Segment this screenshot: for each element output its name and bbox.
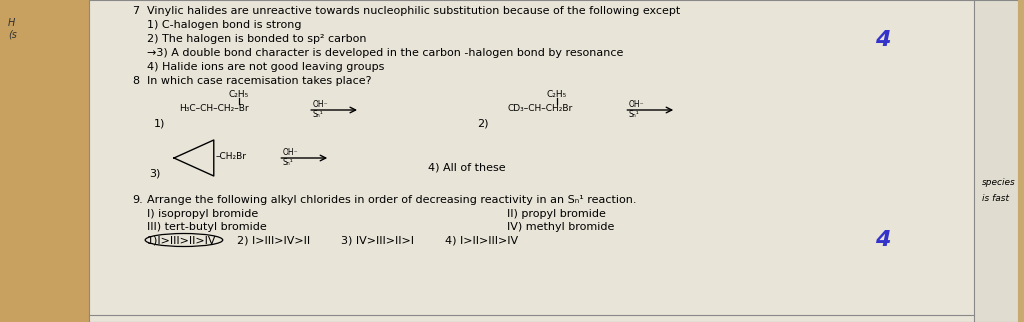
Text: 4) All of these: 4) All of these — [428, 162, 505, 172]
Text: 8: 8 — [132, 76, 139, 86]
Text: II) propyl bromide: II) propyl bromide — [507, 209, 606, 219]
Text: –CH₂Br: –CH₂Br — [216, 152, 247, 161]
Text: H
(s: H (s — [8, 18, 16, 40]
Text: Sₙ¹: Sₙ¹ — [629, 110, 639, 119]
Text: OH⁻: OH⁻ — [629, 100, 644, 109]
Text: 9.: 9. — [132, 195, 143, 205]
Text: 2): 2) — [477, 118, 488, 128]
Text: 3): 3) — [150, 168, 161, 178]
Polygon shape — [0, 0, 134, 322]
Text: 3) IV>III>II>I: 3) IV>III>II>I — [341, 235, 414, 245]
Text: 1) C-halogen bond is strong: 1) C-halogen bond is strong — [147, 20, 302, 30]
Text: Arrange the following alkyl chlorides in order of decreasing reactivity in an Sₙ: Arrange the following alkyl chlorides in… — [147, 195, 637, 205]
Text: I) isopropyl bromide: I) isopropyl bromide — [147, 209, 258, 219]
Text: is fast: is fast — [982, 194, 1010, 203]
Text: 2) I>III>IV>II: 2) I>III>IV>II — [237, 235, 310, 245]
Text: 4) Halide ions are not good leaving groups: 4) Halide ions are not good leaving grou… — [147, 62, 385, 72]
Text: CD₃–CH–CH₂Br: CD₃–CH–CH₂Br — [507, 104, 572, 113]
Text: OH⁻: OH⁻ — [312, 100, 328, 109]
Text: 4: 4 — [874, 30, 891, 50]
Text: →3) A double bond character is developed in the carbon -halogen bond by resonanc: →3) A double bond character is developed… — [147, 48, 624, 58]
Text: 1): 1) — [155, 118, 166, 128]
Text: 4) I>II>III>IV: 4) I>II>III>IV — [445, 235, 518, 245]
Text: Vinylic halides are unreactive towards nucleophilic substitution because of the : Vinylic halides are unreactive towards n… — [147, 6, 680, 16]
Text: Sₙ¹: Sₙ¹ — [283, 158, 293, 167]
Bar — [975, 0, 1018, 322]
Text: 2) The halogen is bonded to sp² carbon: 2) The halogen is bonded to sp² carbon — [147, 34, 367, 44]
Bar — [89, 0, 994, 322]
Text: In which case racemisation takes place?: In which case racemisation takes place? — [147, 76, 372, 86]
Text: 1)I>III>II>IV: 1)I>III>II>IV — [147, 235, 217, 245]
Text: 7: 7 — [132, 6, 139, 16]
Text: Sₙ¹: Sₙ¹ — [312, 110, 323, 119]
Text: C₂H₅: C₂H₅ — [228, 90, 249, 99]
Text: H₃C–CH–CH₂–Br: H₃C–CH–CH₂–Br — [179, 104, 249, 113]
Text: OH⁻: OH⁻ — [283, 148, 298, 157]
Text: IV) methyl bromide: IV) methyl bromide — [507, 222, 614, 232]
Text: 4: 4 — [874, 230, 891, 250]
Text: C₂H₅: C₂H₅ — [547, 90, 567, 99]
Text: species: species — [982, 178, 1016, 187]
Text: III) tert-butyl bromide: III) tert-butyl bromide — [147, 222, 267, 232]
